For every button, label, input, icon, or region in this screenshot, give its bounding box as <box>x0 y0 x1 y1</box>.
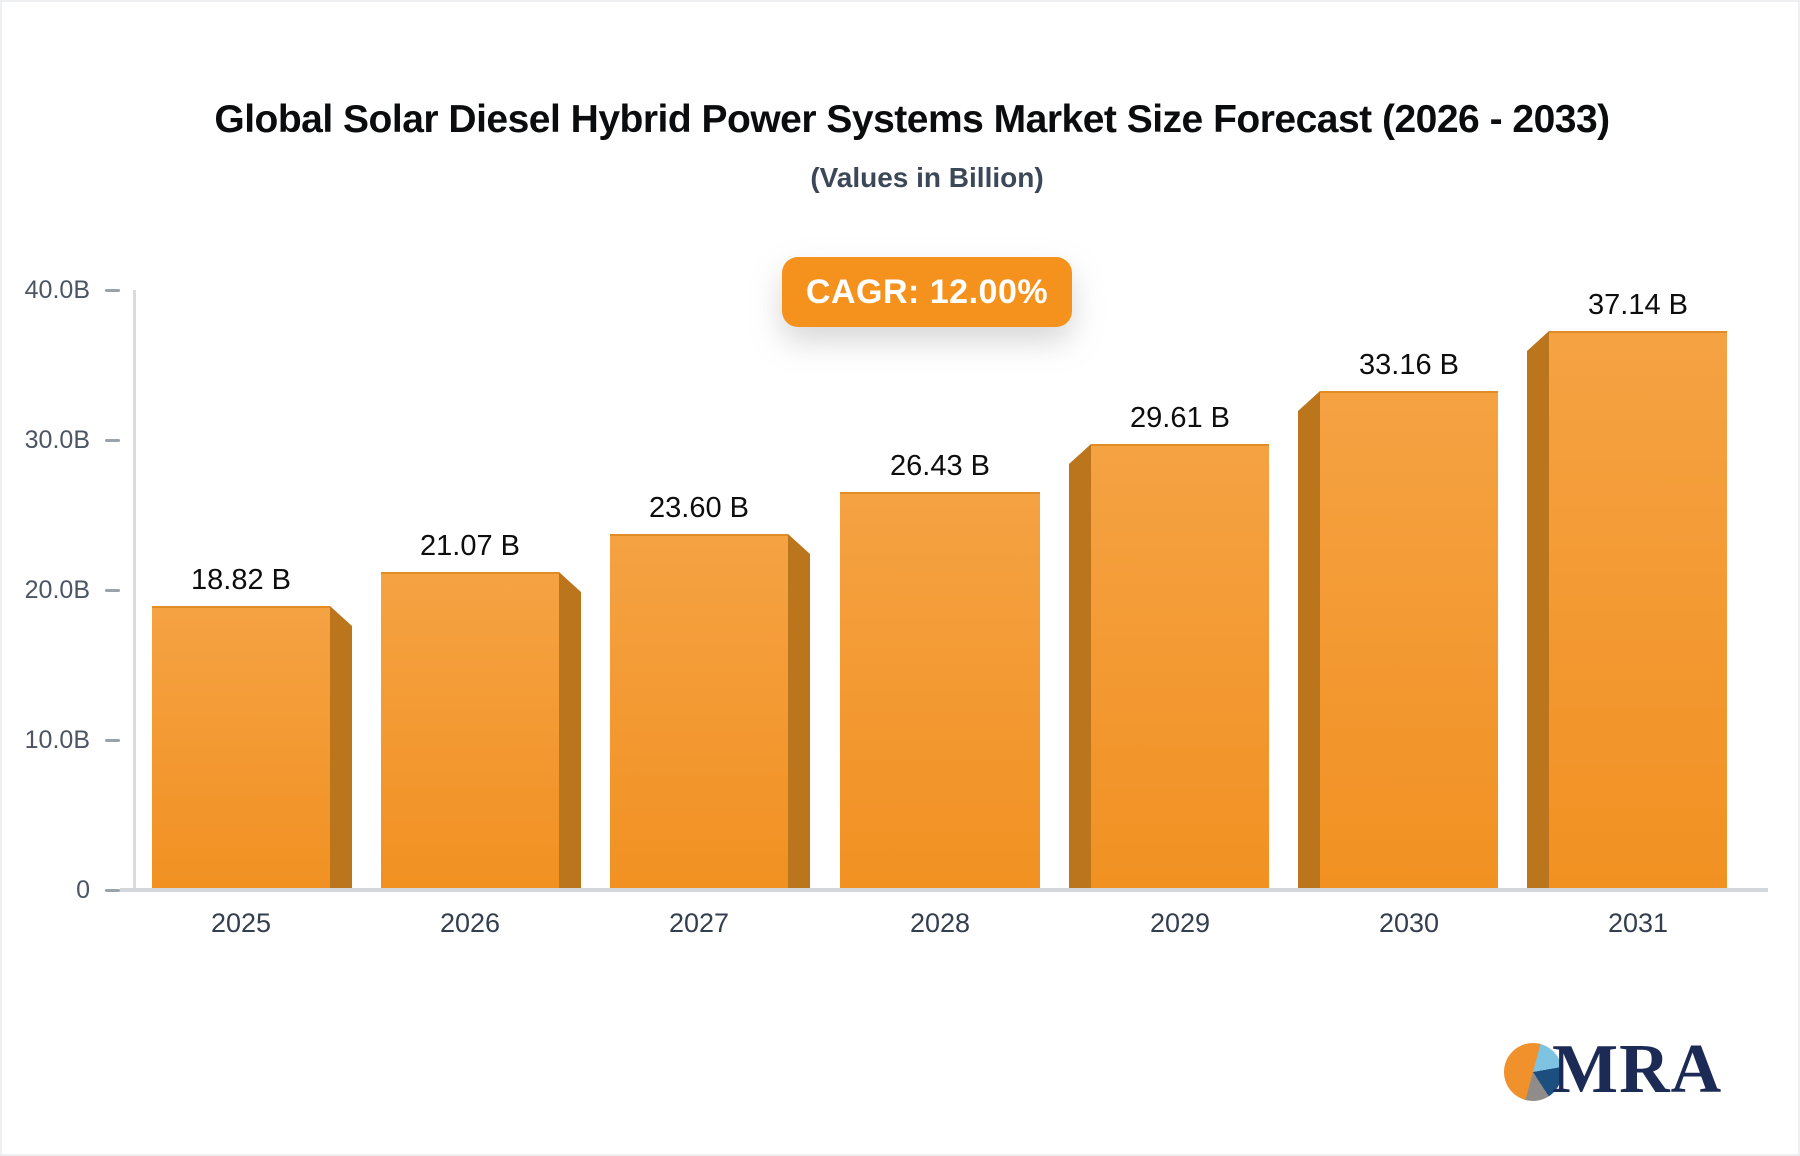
x-tick-label: 2030 <box>1378 908 1440 938</box>
x-tick-label: 2029 <box>1149 908 1211 938</box>
chart-title: Global Solar Diesel Hybrid Power Systems… <box>214 98 1610 141</box>
bar-face <box>152 606 330 888</box>
x-tick-label: 2028 <box>909 908 971 938</box>
bar <box>610 534 810 888</box>
bar-value-label: 21.07 B <box>420 530 520 562</box>
x-tick-label: 2025 <box>210 908 272 938</box>
bar <box>1527 331 1727 888</box>
y-axis-line <box>133 290 136 892</box>
cagr-badge-label: CAGR: 12.00% <box>805 272 1049 311</box>
bar-face <box>1091 444 1269 888</box>
x-tick-label: 2026 <box>439 908 501 938</box>
bar-face <box>610 534 788 888</box>
bar-value-label: 29.61 B <box>1130 402 1230 434</box>
bar-value-label: 26.43 B <box>890 450 990 482</box>
bar-value-label: 37.14 B <box>1588 289 1688 321</box>
bar-3d-side <box>330 606 352 888</box>
cagr-badge: CAGR: 12.00% <box>782 257 1072 327</box>
mra-logo-text: MRA <box>1552 1031 1723 1108</box>
y-tick-label: 0 <box>76 876 90 904</box>
bar <box>1298 391 1498 888</box>
y-tick-label: 10.0B <box>24 726 90 754</box>
x-tick-label: 2031 <box>1607 908 1669 938</box>
bar <box>1069 444 1269 888</box>
y-tick-dash <box>105 589 120 592</box>
bar-3d-side <box>1069 444 1091 888</box>
bar-3d-side <box>788 534 810 888</box>
plot-area: 0 10.0B 20.0B 30.0B 40.0B 18.82 B 21.07 B 23.6… <box>25 276 1768 938</box>
x-tick-label: 2027 <box>668 908 730 938</box>
bar <box>152 606 352 888</box>
bar-3d-side <box>1298 391 1320 888</box>
bar <box>840 492 1040 888</box>
y-tick-dash <box>105 739 120 742</box>
y-tick-label: 30.0B <box>24 426 90 454</box>
y-tick-dash <box>105 889 120 892</box>
bar-value-label: 18.82 B <box>191 564 291 596</box>
bar-face <box>381 572 559 888</box>
bar-face <box>1549 331 1727 888</box>
bar-3d-side <box>1527 331 1549 888</box>
bar-face <box>840 492 1040 888</box>
y-tick-dash <box>105 289 120 292</box>
y-tick-dash <box>105 439 120 442</box>
bar-value-label: 23.60 B <box>649 492 749 524</box>
y-tick-label: 20.0B <box>24 576 90 604</box>
x-axis-line <box>120 888 1768 892</box>
bar <box>381 572 581 888</box>
pie-chart-logo-icon <box>1504 1043 1562 1101</box>
bar-3d-side <box>559 572 581 888</box>
chart-subtitle: (Values in Billion) <box>810 162 1044 193</box>
mra-logo: MRA <box>1502 1032 1772 1122</box>
bar-value-label: 33.16 B <box>1359 349 1459 381</box>
bar-face <box>1320 391 1498 888</box>
y-tick-label: 40.0B <box>24 276 90 304</box>
